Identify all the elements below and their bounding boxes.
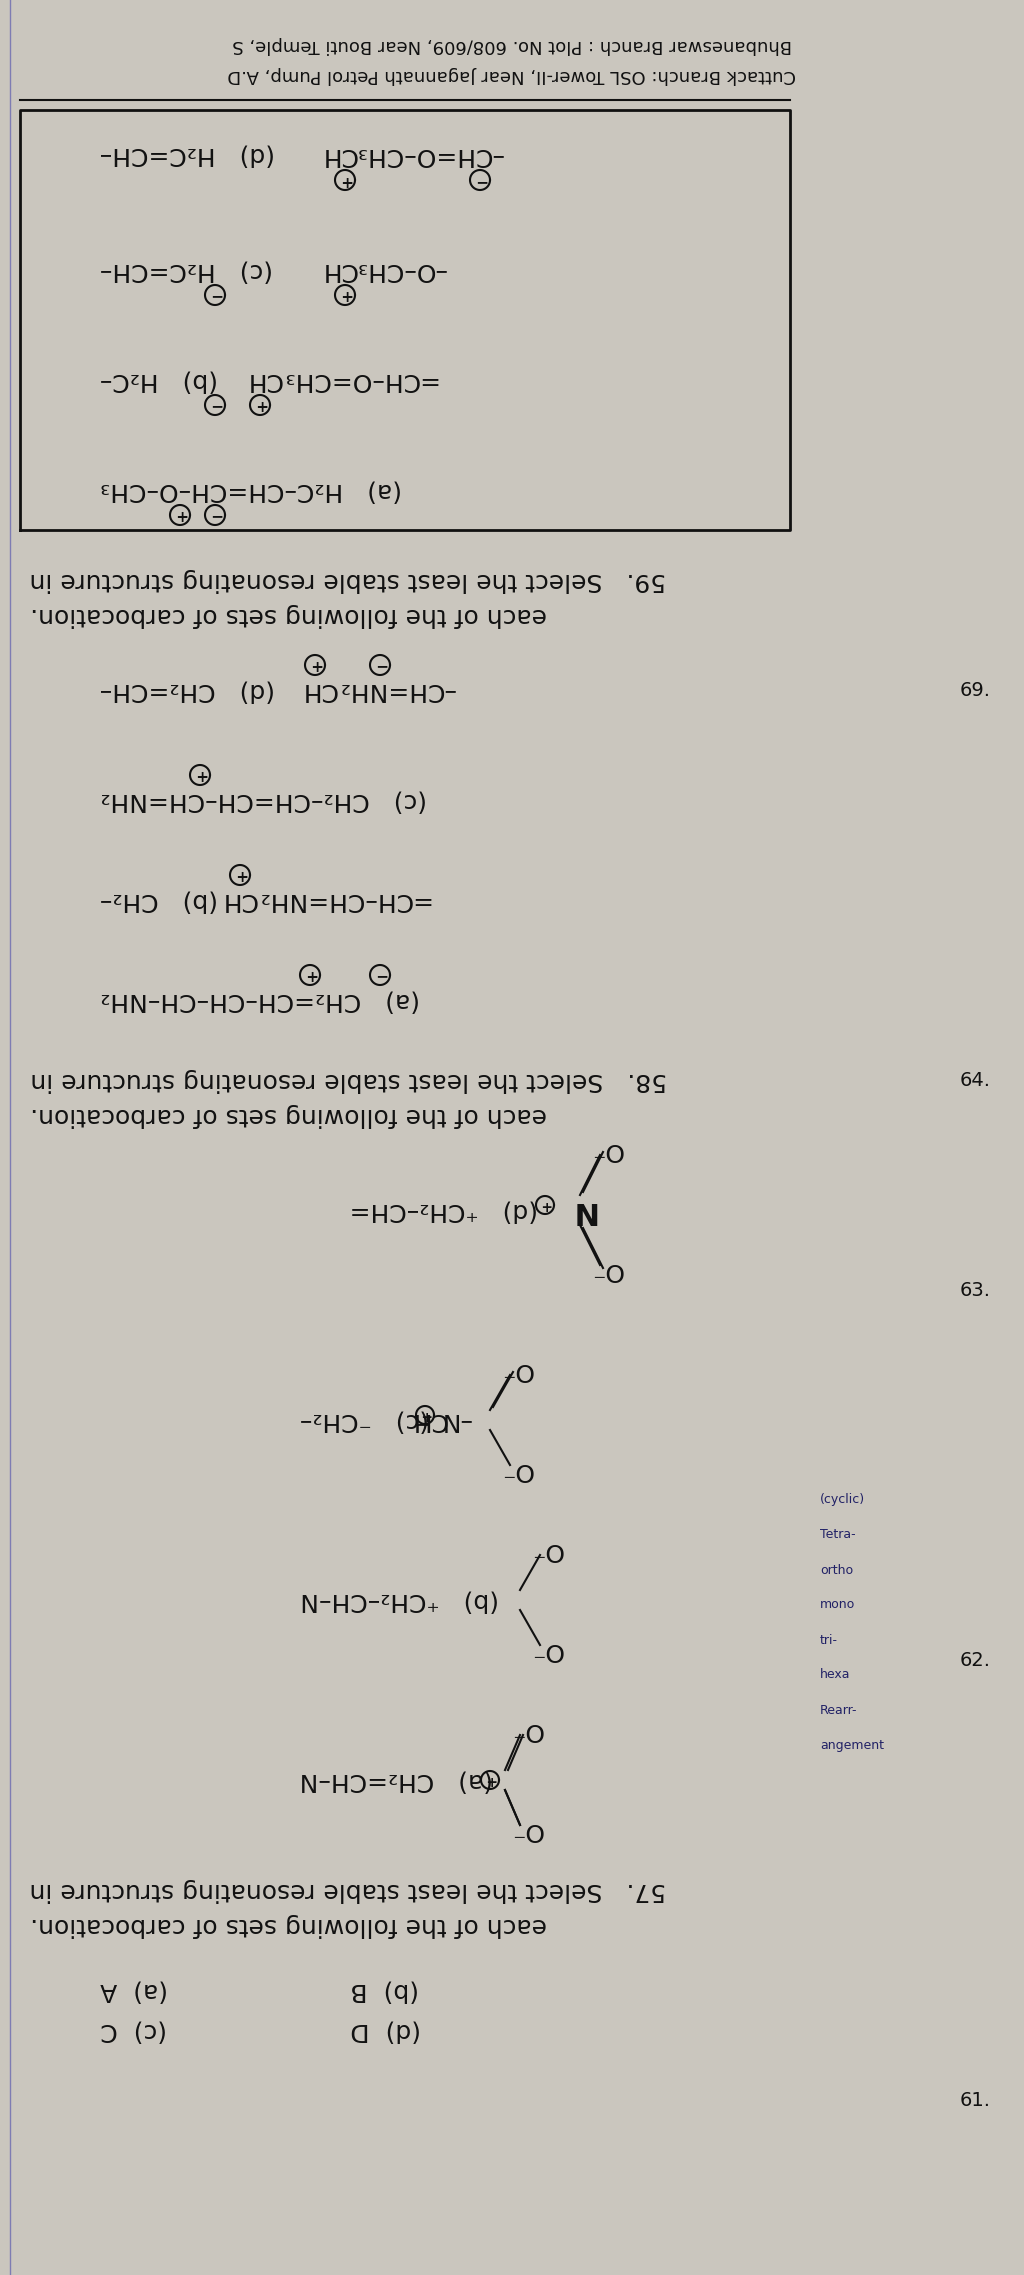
Text: 69.: 69.: [961, 680, 991, 698]
Text: –CH=NH₂: –CH=NH₂: [337, 678, 455, 703]
Text: (c)   ⁻CH₂–: (c) ⁻CH₂–: [300, 1408, 429, 1431]
Text: CH: CH: [245, 369, 282, 391]
Text: Cuttack Branch: OSL Tower-II, Near Jagannath Petrol Pump, A.D: Cuttack Branch: OSL Tower-II, Near Jagan…: [227, 66, 797, 84]
Text: −: −: [209, 398, 221, 412]
Text: O⁻: O⁻: [590, 1138, 623, 1163]
Text: –N: –N: [440, 1408, 471, 1431]
Text: 57.   Select the least stable resonating structure in: 57. Select the least stable resonating s…: [30, 1877, 667, 1902]
Text: angement: angement: [820, 1738, 884, 1752]
Text: 58.   Select the least stable resonating structure in: 58. Select the least stable resonating s…: [30, 1067, 667, 1092]
Text: CH: CH: [300, 678, 336, 703]
Text: Bhubaneswar Branch : Plot No. 608/609, Near Bouti Temple, S: Bhubaneswar Branch : Plot No. 608/609, N…: [232, 36, 792, 55]
Text: each of the following sets of carbocation.: each of the following sets of carbocatio…: [30, 603, 547, 628]
Text: 64.: 64.: [961, 1072, 991, 1090]
Text: (a)   H₂C–CH=CH–O–CH₃: (a) H₂C–CH=CH–O–CH₃: [100, 478, 401, 503]
Text: −: −: [209, 507, 221, 523]
Text: O⁻: O⁻: [530, 1538, 563, 1563]
Text: +: +: [308, 657, 322, 673]
Text: (a)  A: (a) A: [100, 1977, 168, 2002]
Text: +: +: [540, 1199, 551, 1213]
Text: –CH=O–CH₃: –CH=O–CH₃: [355, 143, 503, 166]
Text: –O–CH₃: –O–CH₃: [355, 257, 445, 282]
Text: +: +: [233, 867, 247, 883]
Text: O⁻: O⁻: [510, 1718, 543, 1743]
Text: (d)   ⁺CH₂–CH=: (d) ⁺CH₂–CH=: [350, 1199, 539, 1222]
Text: −: −: [209, 287, 221, 303]
Text: mono: mono: [820, 1599, 855, 1611]
Text: (d)   H₂C=CH–: (d) H₂C=CH–: [100, 143, 275, 166]
Text: −: −: [374, 967, 386, 983]
Text: CH: CH: [410, 1408, 446, 1431]
Text: 62.: 62.: [961, 1649, 991, 1670]
Text: 61.: 61.: [961, 2091, 991, 2109]
Text: (b)   ⁺CH₂–CH–N: (b) ⁺CH₂–CH–N: [300, 1588, 499, 1613]
Text: −: −: [474, 173, 486, 187]
Text: (d)  D: (d) D: [350, 2018, 421, 2043]
Text: +: +: [174, 507, 186, 523]
Text: (c)   H₂C=CH–: (c) H₂C=CH–: [100, 257, 273, 282]
Text: =CH–O=CH₃: =CH–O=CH₃: [280, 369, 436, 391]
Text: O⁻: O⁻: [500, 1358, 532, 1381]
Text: (b)  B: (b) B: [350, 1977, 419, 2002]
Text: (c)  C: (c) C: [100, 2018, 167, 2043]
Text: (b)   CH₂–: (b) CH₂–: [100, 887, 218, 912]
Text: N: N: [570, 1194, 595, 1224]
Text: +: +: [194, 767, 207, 783]
Text: (d)   CH₂=CH–: (d) CH₂=CH–: [100, 678, 275, 703]
Text: Tetra-: Tetra-: [820, 1529, 856, 1542]
Text: +: +: [339, 287, 351, 303]
Text: Rearr-: Rearr-: [820, 1704, 857, 1718]
Text: +: +: [484, 1772, 496, 1786]
Text: O⁻: O⁻: [510, 1818, 543, 1843]
Text: O⁻: O⁻: [590, 1258, 623, 1283]
Text: O⁻: O⁻: [530, 1638, 563, 1663]
Text: (a)   CH₂=CH–N: (a) CH₂=CH–N: [300, 1768, 494, 1793]
Text: CH: CH: [319, 143, 356, 166]
Text: +: +: [254, 398, 266, 412]
Text: hexa: hexa: [820, 1668, 851, 1681]
Text: (cyclic): (cyclic): [820, 1492, 865, 1506]
Text: (c)   CH₂–CH=CH–CH=NH₂: (c) CH₂–CH=CH–CH=NH₂: [100, 787, 427, 812]
Text: −: −: [374, 657, 386, 673]
Text: (b)   H₂C–: (b) H₂C–: [100, 369, 218, 391]
Text: +: +: [304, 967, 316, 983]
Text: ortho: ortho: [820, 1563, 853, 1577]
Text: +: +: [419, 1408, 431, 1422]
Text: CH: CH: [319, 257, 356, 282]
Text: CH: CH: [220, 887, 256, 912]
Text: =CH–CH=NH₂: =CH–CH=NH₂: [255, 887, 429, 912]
Text: tri-: tri-: [820, 1633, 838, 1647]
Text: 59.   Select the least stable resonating structure in: 59. Select the least stable resonating s…: [30, 569, 667, 592]
Text: 63.: 63.: [961, 1281, 991, 1299]
Text: +: +: [339, 173, 351, 187]
Text: each of the following sets of carbocation.: each of the following sets of carbocatio…: [30, 1103, 547, 1126]
Text: each of the following sets of carbocation.: each of the following sets of carbocatio…: [30, 1913, 547, 1936]
Text: (a)   CH₂=CH–CH–CH–NH₂: (a) CH₂=CH–CH–CH–NH₂: [100, 987, 420, 1012]
Text: O⁻: O⁻: [500, 1458, 532, 1481]
